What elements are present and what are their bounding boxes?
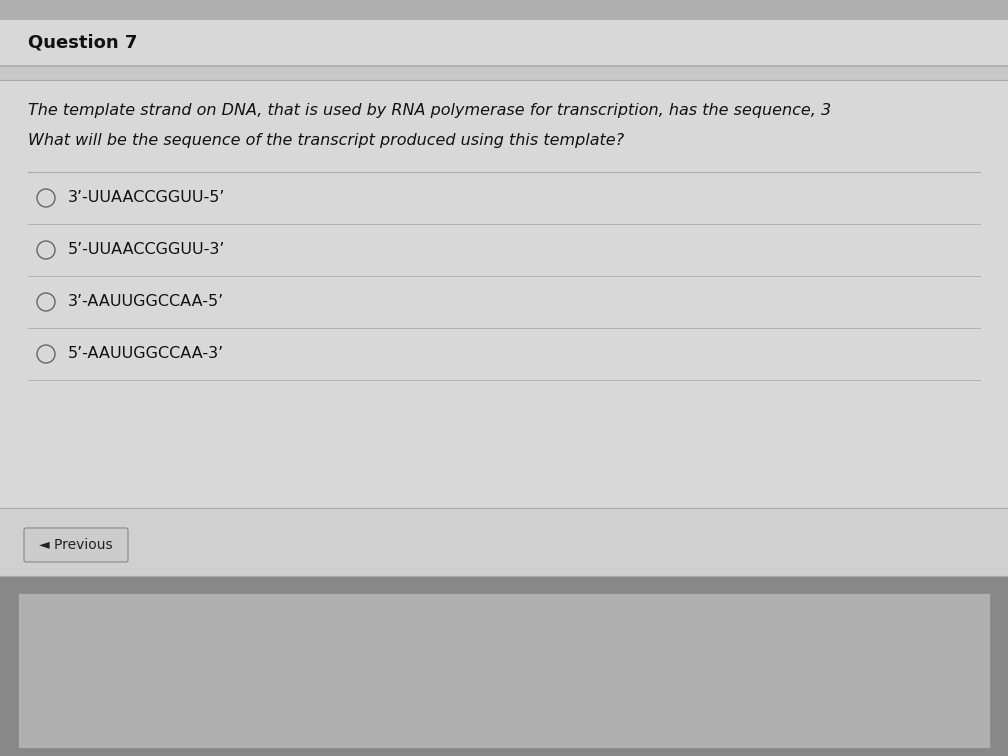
FancyBboxPatch shape	[0, 20, 1008, 66]
FancyBboxPatch shape	[24, 528, 128, 562]
Text: 5’-UUAACCGGUU-3’: 5’-UUAACCGGUU-3’	[68, 243, 226, 258]
FancyBboxPatch shape	[0, 66, 1008, 80]
Text: 3’-AAUUGGCCAA-5’: 3’-AAUUGGCCAA-5’	[68, 295, 224, 309]
Text: 5’-AAUUGGCCAA-3’: 5’-AAUUGGCCAA-3’	[68, 346, 224, 361]
Text: 3’-UUAACCGGUU-5’: 3’-UUAACCGGUU-5’	[68, 191, 226, 206]
FancyBboxPatch shape	[0, 576, 1008, 756]
FancyBboxPatch shape	[0, 80, 1008, 508]
Text: What will be the sequence of the transcript produced using this template?: What will be the sequence of the transcr…	[28, 134, 624, 148]
Text: The template strand on DNA, that is used by RNA polymerase for transcription, ha: The template strand on DNA, that is used…	[28, 104, 832, 119]
Text: ◄ Previous: ◄ Previous	[39, 538, 113, 552]
Text: Question 7: Question 7	[28, 34, 137, 52]
FancyBboxPatch shape	[0, 0, 1008, 20]
FancyBboxPatch shape	[0, 508, 1008, 576]
FancyBboxPatch shape	[18, 593, 990, 748]
